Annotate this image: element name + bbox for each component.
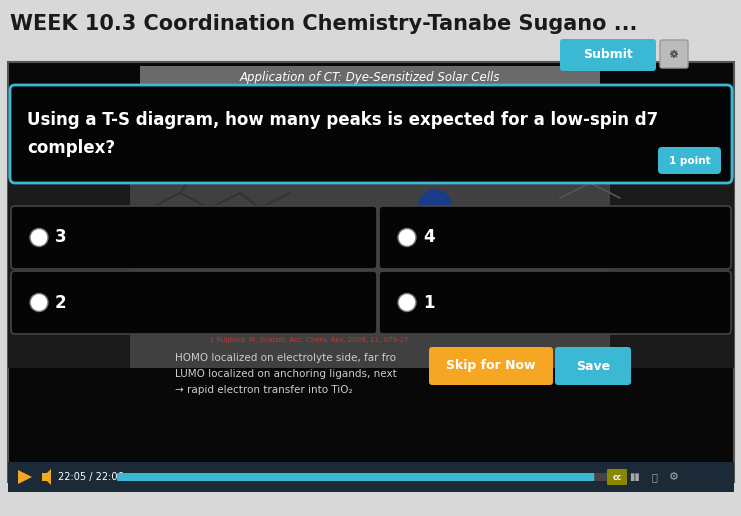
Text: HOMO localized on electrolyte side, far fro: HOMO localized on electrolyte side, far … <box>175 353 396 363</box>
Text: Using a T-S diagram, how many peaks is expected for a low-spin d7: Using a T-S diagram, how many peaks is e… <box>27 111 658 129</box>
Text: J. Rugbled. M. Gratzel, Acc. Chem. Rev. 2009, 11, 079-27: J. Rugbled. M. Gratzel, Acc. Chem. Rev. … <box>210 337 408 343</box>
FancyBboxPatch shape <box>140 66 600 88</box>
Bar <box>8 178 734 368</box>
Circle shape <box>30 294 48 312</box>
Text: 22:05 / 22:06: 22:05 / 22:06 <box>58 472 124 482</box>
Circle shape <box>419 190 451 222</box>
FancyBboxPatch shape <box>658 147 721 174</box>
Circle shape <box>398 294 416 312</box>
FancyBboxPatch shape <box>607 469 627 485</box>
Text: 1 point: 1 point <box>668 155 711 166</box>
Text: LUMO localized on anchoring ligands, next: LUMO localized on anchoring ligands, nex… <box>175 369 396 379</box>
FancyBboxPatch shape <box>555 347 631 385</box>
Text: cc: cc <box>612 473 622 481</box>
Text: Skip for Now: Skip for Now <box>446 360 536 373</box>
FancyBboxPatch shape <box>379 206 731 269</box>
Bar <box>8 62 734 482</box>
Text: complex?: complex? <box>27 139 115 157</box>
Text: ▮▮: ▮▮ <box>628 472 639 482</box>
Polygon shape <box>42 469 51 485</box>
FancyBboxPatch shape <box>660 40 688 68</box>
Text: 3: 3 <box>55 229 67 247</box>
Text: ⚙: ⚙ <box>669 472 679 482</box>
Polygon shape <box>18 470 32 484</box>
Circle shape <box>398 229 416 247</box>
Text: CC: CC <box>608 473 620 481</box>
FancyBboxPatch shape <box>117 473 594 481</box>
FancyBboxPatch shape <box>11 271 377 334</box>
Text: 1: 1 <box>423 294 434 312</box>
FancyBboxPatch shape <box>11 206 377 269</box>
FancyBboxPatch shape <box>10 85 732 183</box>
Text: 4: 4 <box>423 229 435 247</box>
FancyBboxPatch shape <box>429 347 553 385</box>
Text: Submit: Submit <box>583 49 633 61</box>
Text: → rapid electron transfer into TiO₂: → rapid electron transfer into TiO₂ <box>175 385 353 395</box>
FancyBboxPatch shape <box>117 473 609 481</box>
Text: 2: 2 <box>55 294 67 312</box>
Circle shape <box>386 206 414 234</box>
Circle shape <box>30 229 48 247</box>
Bar <box>130 178 610 368</box>
Text: WEEK 10.3 Coordination Chemistry-Tanabe Sugano ...: WEEK 10.3 Coordination Chemistry-Tanabe … <box>10 14 637 34</box>
Bar <box>8 462 734 492</box>
FancyBboxPatch shape <box>560 39 656 71</box>
Text: Save: Save <box>576 360 610 373</box>
Text: Application of CT: Dye-Sensitized Solar Cells: Application of CT: Dye-Sensitized Solar … <box>240 71 500 84</box>
Text: ⬜: ⬜ <box>651 472 657 482</box>
FancyBboxPatch shape <box>379 271 731 334</box>
